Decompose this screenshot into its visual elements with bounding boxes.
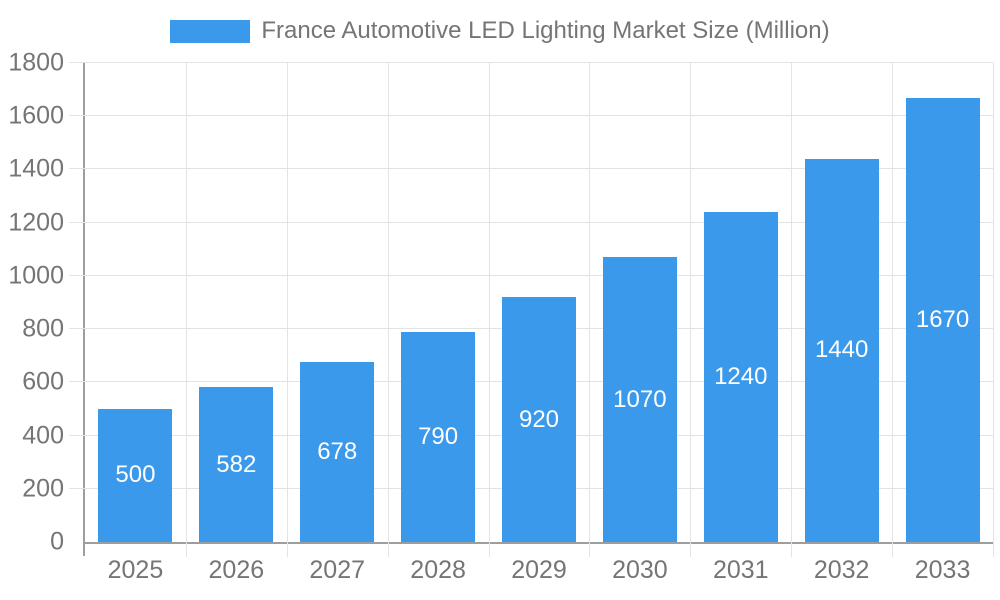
y-axis-extension: [83, 542, 85, 556]
x-tick: [791, 542, 793, 557]
y-tick-label: 1600: [8, 101, 64, 130]
y-tick-label: 1400: [8, 154, 64, 183]
bar-value-label: 678: [317, 437, 358, 465]
bar-value-label: 920: [518, 405, 560, 433]
bar-value-label: 500: [115, 461, 156, 489]
x-tick-label: 2032: [813, 556, 870, 584]
legend-swatch: [170, 19, 251, 43]
x-tick-label: 2033: [914, 556, 971, 584]
x-tick: [488, 542, 490, 557]
legend-label: France Automotive LED Lighting Market Si…: [261, 17, 830, 44]
y-axis-labels: 0 200 400 600 800 1000 1200 1400 1600 1800: [0, 50, 64, 554]
bar[interactable]: 1070: [602, 257, 677, 542]
x-tick: [993, 542, 994, 557]
gridline-h: [69, 168, 993, 170]
gridline-h: [69, 62, 993, 63]
y-tick-label: 1800: [8, 48, 64, 77]
x-tick-label: 2026: [208, 556, 265, 584]
y-tick-label: 1200: [8, 208, 64, 237]
y-tick-label: 800: [22, 314, 64, 343]
bar[interactable]: 678: [300, 361, 375, 542]
x-tick-label: 2029: [511, 556, 567, 584]
x-tick: [286, 542, 288, 557]
bar[interactable]: 500: [98, 408, 173, 542]
y-tick-label: 600: [22, 367, 64, 396]
x-tick: [387, 542, 389, 557]
x-tick-label: 2028: [410, 556, 466, 584]
plot-area: 500 582 678 790 920 1070 1240 1440 1670: [69, 62, 994, 557]
y-tick-label: 1000: [8, 261, 64, 290]
gridline-v: [286, 63, 288, 542]
x-tick-label: 2031: [712, 556, 769, 584]
bar-value-label: 582: [216, 450, 257, 478]
gridline-v: [892, 63, 894, 542]
bar[interactable]: 582: [199, 387, 274, 542]
y-tick-label: 400: [22, 421, 64, 450]
bar-value-label: 1070: [613, 385, 667, 413]
x-tick-label: 2030: [612, 556, 668, 584]
gridline-v: [791, 63, 793, 542]
bar[interactable]: 1670: [905, 97, 980, 542]
x-tick-label: 2025: [107, 556, 164, 584]
gridline-h: [69, 115, 993, 117]
x-tick: [589, 542, 591, 557]
x-tick: [892, 542, 894, 557]
gridline-h: [69, 221, 993, 223]
gridline-v: [185, 63, 187, 542]
bar[interactable]: 790: [401, 331, 476, 542]
bar-value-label: 1670: [915, 305, 970, 333]
bar[interactable]: 1440: [804, 158, 879, 542]
bar-value-label: 790: [418, 422, 459, 450]
bar-value-label: 1240: [714, 363, 768, 391]
y-tick-label: 200: [22, 474, 64, 503]
gridline-v: [488, 63, 490, 542]
y-tick-label: 0: [50, 527, 64, 556]
x-tick-label: 2027: [309, 556, 366, 584]
x-tick: [185, 542, 187, 557]
x-tick: [690, 542, 692, 557]
gridline-h: [69, 274, 993, 276]
x-axis-labels: 2025 2026 2027 2028 2029 2030 2031 2032 2033: [85, 558, 993, 594]
gridline-v: [387, 63, 389, 542]
bar-value-label: 1440: [814, 336, 869, 364]
legend[interactable]: France Automotive LED Lighting Market Si…: [0, 14, 1000, 48]
gridline-v: [993, 63, 994, 542]
bar[interactable]: 920: [502, 297, 576, 542]
gridline-v: [690, 63, 692, 542]
gridline-v: [589, 63, 591, 542]
bar[interactable]: 1240: [703, 212, 778, 542]
